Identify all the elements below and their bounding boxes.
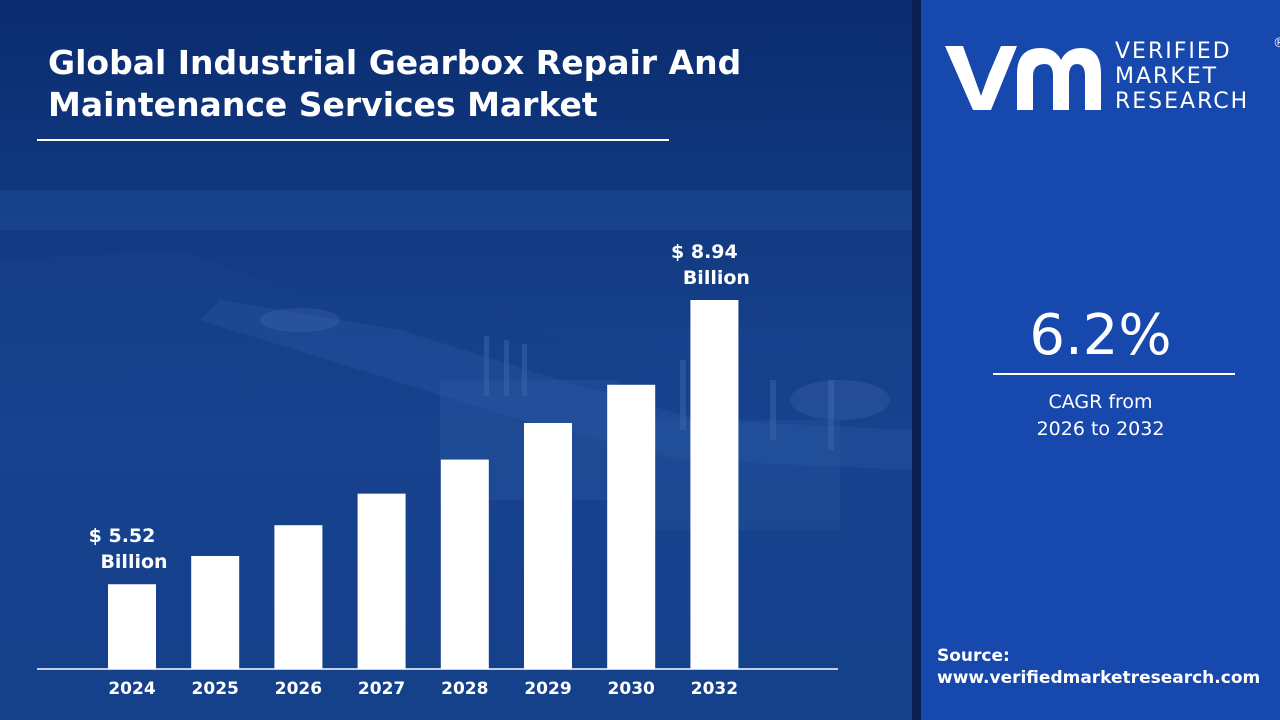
x-tick-label: 2026	[275, 679, 322, 699]
cagr-divider	[993, 373, 1235, 375]
data-label: Billion	[683, 267, 750, 289]
source-note: Source: www.verifiedmarketresearch.com	[937, 645, 1260, 689]
bar-2027	[357, 493, 406, 669]
data-label: $ 5.52	[89, 525, 156, 547]
vmr-logo-icon	[945, 46, 1101, 110]
bars-group	[108, 300, 739, 669]
bar-2029	[524, 423, 572, 669]
x-tick-label: 2025	[192, 679, 239, 699]
x-tick-label: 2027	[358, 679, 405, 699]
chart-title-line-2: Maintenance Services Market	[48, 85, 598, 124]
bar-2032	[690, 300, 739, 669]
cagr-value: 6.2%	[1029, 303, 1172, 368]
verified-market-research-logo: VERIFIED MARKET RESEARCH ®	[943, 36, 1280, 120]
bar-chart: 2024 2025 2026 2027 2028 2029 2030 2032 $ 5.52 B…	[37, 241, 838, 699]
bar-2024	[108, 584, 156, 669]
brand-name: VERIFIED MARKET RESEARCH	[1115, 39, 1249, 114]
cagr-label-line-2: 2026 to 2032	[1036, 418, 1165, 440]
title-underline	[37, 139, 669, 141]
bar-2028	[440, 459, 489, 669]
brand-line-2: MARKET	[1115, 64, 1219, 89]
bar-2025	[191, 555, 240, 669]
brand-line-3: RESEARCH	[1115, 89, 1250, 114]
data-labels: $ 5.52 Billion $ 8.94 Billion	[89, 241, 750, 573]
x-tick-label: 2030	[608, 679, 655, 699]
registered-mark: ®	[1273, 36, 1280, 51]
x-tick-label: 2029	[524, 679, 571, 699]
x-tick-label: 2032	[691, 679, 738, 699]
bar-2030	[607, 384, 656, 669]
cagr-label: CAGR from 2026 to 2032	[921, 389, 1280, 443]
x-tick-label: 2028	[441, 679, 488, 699]
cagr-label-line-1: CAGR from	[1048, 391, 1153, 413]
info-panel: VERIFIED MARKET RESEARCH ® 6.2% CAGR fro…	[921, 0, 1280, 720]
data-label: Billion	[100, 551, 167, 573]
chart-panel: Global Industrial Gearbox Repair And Mai…	[0, 0, 912, 720]
chart-title-line-1: Global Industrial Gearbox Repair And	[48, 43, 742, 82]
data-label: $ 8.94	[671, 241, 738, 263]
bar-2026	[274, 525, 323, 669]
x-tick-label: 2024	[108, 679, 155, 699]
chart-title: Global Industrial Gearbox Repair And Mai…	[48, 42, 808, 126]
x-tick-labels: 2024 2025 2026 2027 2028 2029 2030 2032	[108, 679, 738, 699]
panel-divider	[912, 0, 921, 720]
source-url: www.verifiedmarketresearch.com	[937, 668, 1261, 688]
brand-line-1: VERIFIED	[1115, 39, 1232, 64]
source-label: Source:	[937, 646, 1010, 666]
